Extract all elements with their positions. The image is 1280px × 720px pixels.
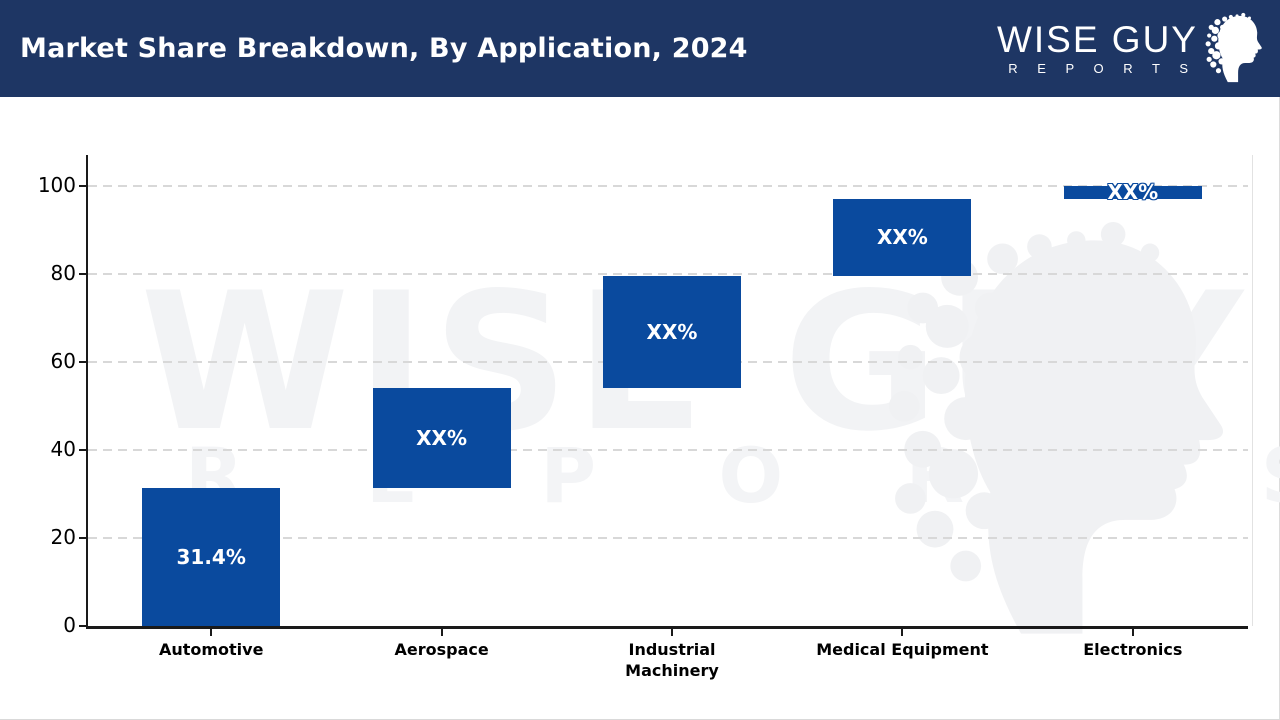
x-axis (86, 626, 1248, 629)
bar-label-box: XX% (373, 388, 511, 488)
page-title: Market Share Breakdown, By Application, … (20, 33, 748, 64)
y-tick-mark (79, 361, 88, 363)
x-tick-mark (210, 628, 213, 636)
bar (603, 275, 741, 388)
logo-subtitle: R E P O R T S (1008, 61, 1196, 76)
bar-value-label: XX% (876, 225, 928, 250)
x-tick-mark (901, 628, 904, 636)
watermark-face-icon (868, 222, 1260, 652)
x-tick-mark (440, 628, 443, 636)
y-tick-mark (79, 625, 88, 627)
bar (372, 387, 511, 488)
y-tick-label: 40 (50, 437, 76, 461)
bar-label-box: XX% (603, 276, 741, 388)
y-tick-label: 60 (50, 349, 76, 373)
bar (142, 487, 281, 626)
gridline (88, 273, 1248, 275)
gridline (88, 185, 1248, 187)
bar-label-box: XX% (833, 199, 971, 276)
face-profile-icon (1204, 10, 1266, 88)
bar-label-box: 31.4% (142, 488, 280, 626)
y-tick-mark (79, 449, 88, 451)
logo: WISE GUY R E P O R T S (997, 10, 1266, 88)
gridline (88, 449, 1248, 451)
x-tick-label: Medical Equipment (816, 640, 989, 659)
x-tick-mark (1131, 628, 1134, 636)
x-tick-label: Electronics (1083, 640, 1183, 659)
bar-value-label: XX% (646, 319, 698, 344)
y-tick-mark (79, 537, 88, 539)
bar-value-label: 31.4% (176, 544, 246, 569)
plot-right-edge (1252, 155, 1253, 626)
y-tick-label: 100 (37, 173, 76, 197)
bar (833, 198, 972, 276)
logo-text: WISE GUY R E P O R T S (997, 21, 1198, 76)
x-tick-label: Aerospace (394, 640, 489, 659)
logo-wordmark: WISE GUY (996, 19, 1198, 60)
bar-value-label: XX% (1107, 180, 1159, 205)
gridline (88, 537, 1248, 539)
x-tick-label: Automotive (158, 640, 264, 659)
y-tick-mark (79, 273, 88, 275)
y-tick-mark (79, 185, 88, 187)
y-tick-label: 0 (63, 613, 76, 637)
y-tick-label: 20 (50, 525, 76, 549)
bar-value-label: XX% (416, 425, 468, 450)
x-tick-label: Industrial Machinery (625, 640, 719, 680)
bar-label-box: XX% (1064, 180, 1202, 204)
y-tick-label: 80 (50, 261, 76, 285)
header: Market Share Breakdown, By Application, … (0, 0, 1280, 97)
x-tick-mark (671, 628, 673, 636)
bar (1063, 186, 1202, 199)
y-axis (86, 155, 88, 629)
